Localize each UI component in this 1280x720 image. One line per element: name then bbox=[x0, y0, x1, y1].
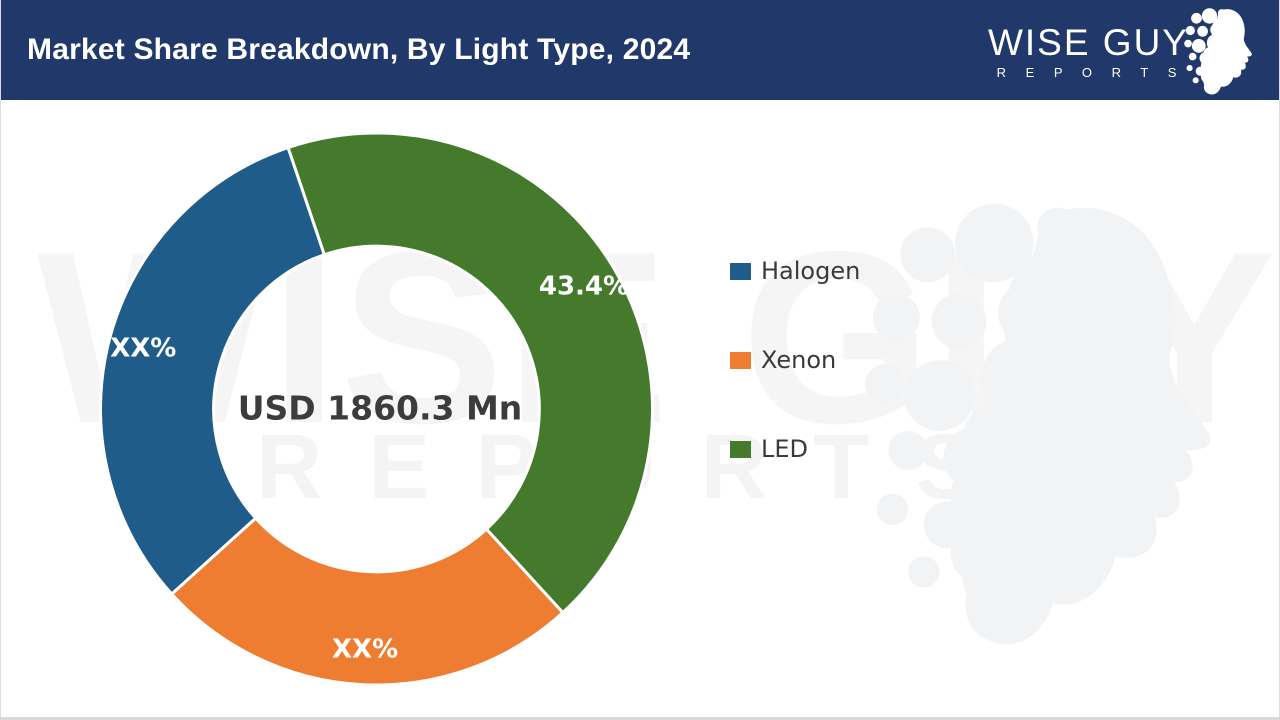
chart-legend: Halogen Xenon LED bbox=[730, 258, 860, 525]
legend-item-led: LED bbox=[730, 436, 860, 462]
chart-center-value: USD 1860.3 Mn bbox=[237, 388, 523, 428]
legend-item-xenon: Xenon bbox=[730, 347, 860, 373]
legend-swatch-led bbox=[730, 440, 751, 458]
legend-label-xenon: Xenon bbox=[761, 346, 837, 374]
legend-swatch-halogen bbox=[730, 262, 751, 280]
page-title: Market Share Breakdown, By Light Type, 2… bbox=[27, 33, 691, 66]
legend-label-halogen: Halogen bbox=[761, 257, 861, 285]
logo-subtitle: R E P O R T S bbox=[996, 65, 1185, 80]
logo-text: WISE GUY R E P O R T S bbox=[988, 24, 1189, 80]
legend-item-halogen: Halogen bbox=[730, 258, 860, 284]
slice-label-halogen: XX% bbox=[110, 333, 176, 363]
legend-label-led: LED bbox=[761, 435, 809, 463]
slice-label-led: 43.4% bbox=[539, 271, 629, 301]
donut-segment-led bbox=[286, 131, 654, 615]
logo-wordmark: WISE GUY bbox=[987, 22, 1189, 63]
wiseguy-logo: WISE GUY R E P O R T S bbox=[988, 6, 1261, 98]
slice-label-xenon: XX% bbox=[332, 635, 398, 665]
donut-segment-halogen bbox=[99, 146, 326, 596]
legend-swatch-xenon bbox=[730, 351, 751, 369]
donut-segment-xenon bbox=[170, 516, 565, 687]
header-bar: Market Share Breakdown, By Light Type, 2… bbox=[1, 0, 1279, 100]
